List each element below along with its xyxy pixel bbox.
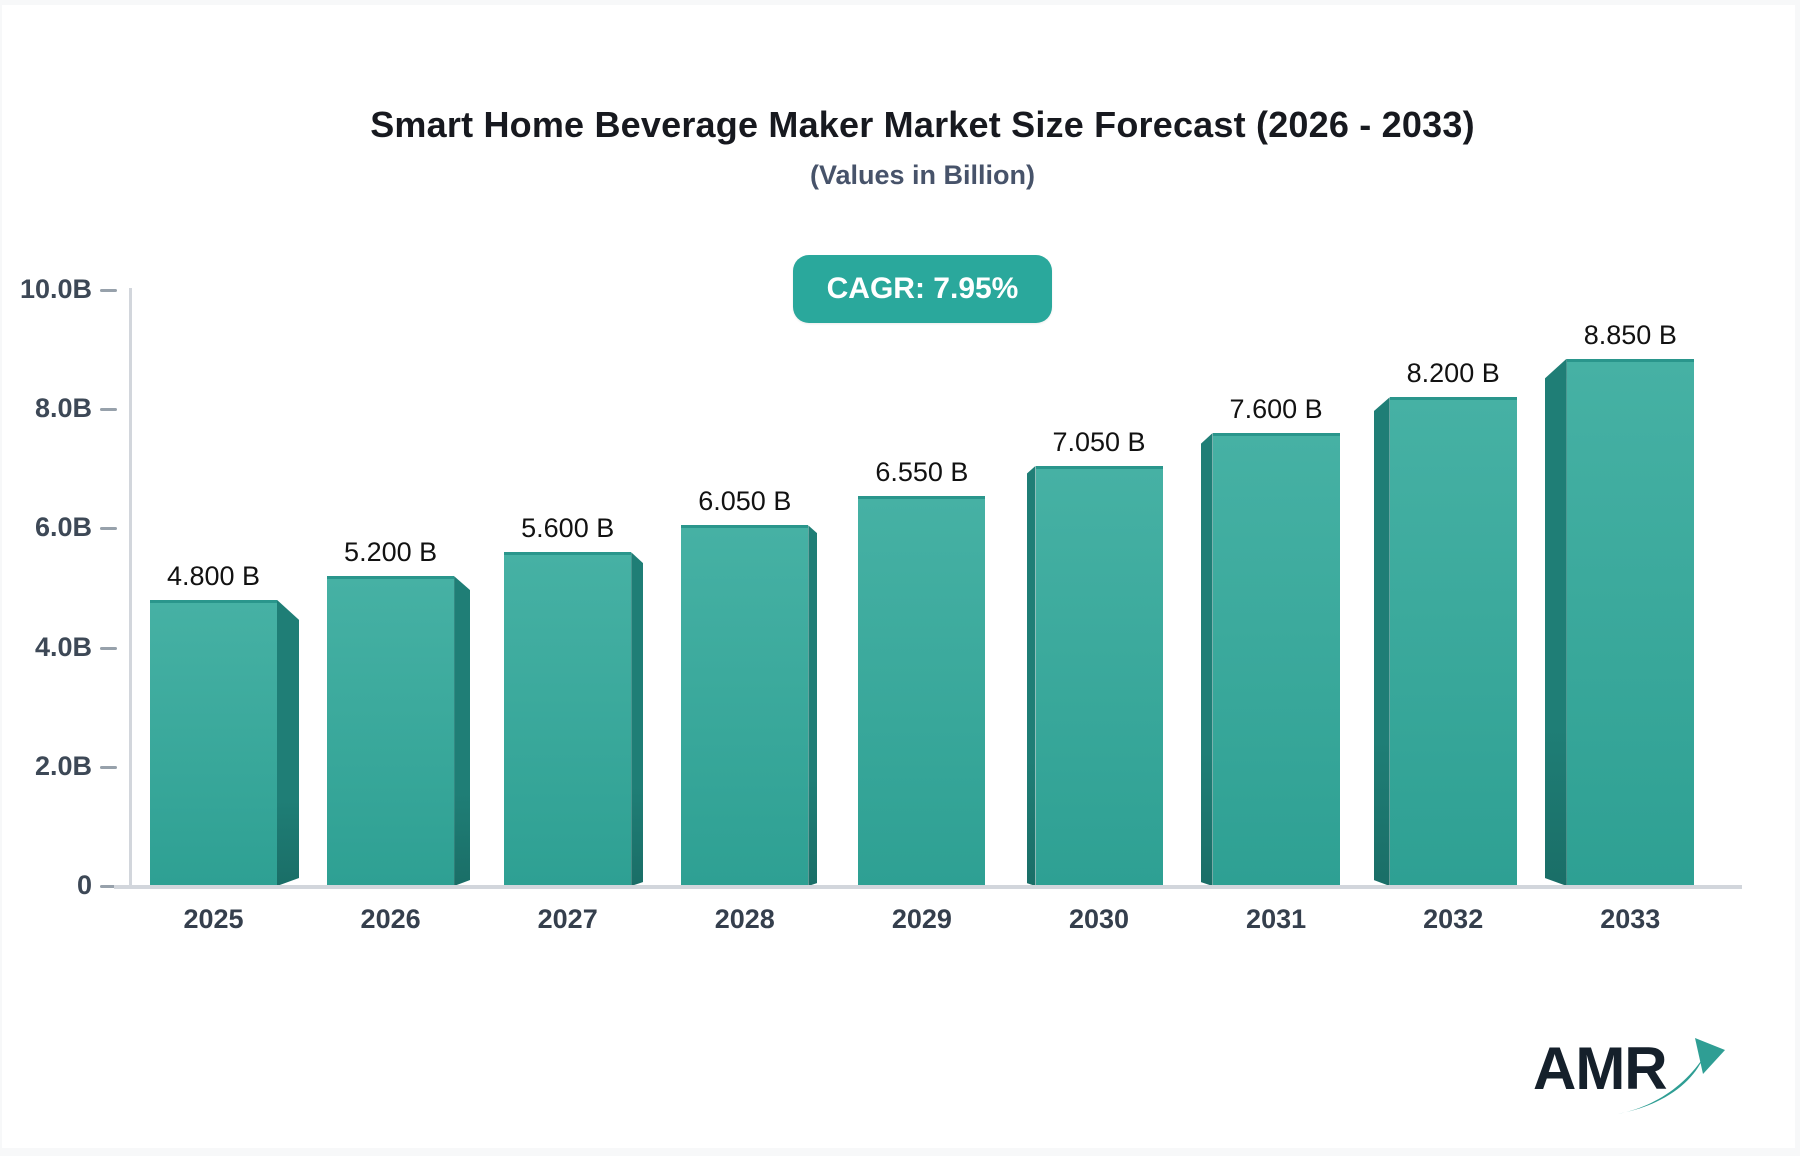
x-axis-line (114, 885, 1742, 889)
frame-top (0, 0, 1800, 5)
bar-face (327, 576, 455, 886)
bar-2033 (1545, 358, 1694, 886)
y-axis-tick-mark (100, 408, 117, 412)
y-axis-tick-mark (100, 646, 117, 650)
x-axis-label: 2027 (537, 904, 598, 934)
bar-value-label: 6.550 B (875, 456, 969, 487)
x-axis-label: 2031 (1246, 904, 1307, 934)
y-axis-tick-label: 4.0B (34, 631, 92, 662)
bar-2025 (150, 599, 299, 886)
bar-2031 (1201, 433, 1340, 886)
bar-face (1035, 465, 1163, 886)
bar-value-label: 8.850 B (1583, 319, 1677, 350)
bar-value-label: 7.050 B (1052, 426, 1146, 457)
bar-2028 (681, 525, 817, 886)
bar-side-face (277, 600, 299, 886)
bar-side-face (1374, 397, 1390, 886)
bar-value-label: 8.200 B (1406, 358, 1500, 389)
bar-face (858, 495, 986, 886)
y-axis-tick-label: 6.0B (34, 512, 92, 543)
y-axis-line (129, 288, 132, 888)
amr-logo: AMR (1533, 1034, 1725, 1124)
x-axis-label: 2028 (714, 904, 775, 934)
frame-right (1795, 0, 1800, 1156)
y-axis-tick-mark (100, 765, 117, 769)
bar-face (1389, 397, 1517, 886)
bar-value-label: 5.200 B (344, 537, 438, 568)
x-axis-label: 2030 (1068, 904, 1130, 934)
bar-face (1566, 358, 1694, 886)
chart-subtitle: (Values in Billion) (809, 160, 1036, 190)
frame-left (0, 0, 2, 1156)
amr-logo-text: AMR (1533, 1035, 1668, 1102)
x-axis-label: 2033 (1600, 904, 1661, 934)
bar-side-face (808, 525, 817, 886)
amr-logo-arrow-icon (1617, 1038, 1725, 1114)
bar-2029 (858, 495, 986, 886)
bar-side-face (1201, 433, 1213, 886)
y-axis-tick-label: 8.0B (34, 393, 92, 424)
cagr-badge: CAGR: 7.95% (792, 255, 1053, 323)
y-axis-tick-label: 0 (76, 870, 92, 900)
x-axis-label: 2029 (891, 904, 952, 934)
x-axis-label: 2025 (183, 904, 244, 934)
cagr-badge-row: CAGR: 7.95% (45, 255, 1800, 323)
bar-value-label: 5.600 B (521, 513, 615, 544)
page-title: Smart Home Beverage Maker Market Size Fo… (370, 104, 1475, 145)
bar-side-face (1545, 359, 1567, 886)
bar-face (504, 552, 632, 886)
chart-header: Smart Home Beverage Maker Market Size Fo… (45, 104, 1800, 191)
bar-face (150, 599, 277, 886)
bar-2027 (504, 552, 643, 886)
frame-bottom (0, 1148, 1800, 1156)
x-axis-label: 2026 (360, 904, 421, 934)
bar-value-label: 7.600 B (1229, 394, 1323, 425)
bar-value-label: 4.800 B (166, 560, 261, 591)
bar-2032 (1374, 397, 1517, 886)
y-axis-tick-mark (100, 885, 117, 888)
y-axis-tick-mark (100, 527, 117, 531)
bar-face (1212, 433, 1340, 886)
x-axis-label: 2032 (1423, 904, 1484, 934)
bar-side-face (454, 576, 470, 886)
y-axis-tick-label: 2.0B (34, 750, 92, 781)
bar-value-label: 6.050 B (698, 486, 792, 517)
bar-2030 (1027, 465, 1163, 886)
y-axis-tick-label: 10.0B (19, 274, 92, 304)
bar-side-face (631, 552, 643, 886)
bar-side-face (1027, 466, 1036, 886)
bar-2026 (327, 576, 470, 886)
bar-face (681, 525, 809, 886)
y-axis-tick-mark (100, 289, 117, 292)
